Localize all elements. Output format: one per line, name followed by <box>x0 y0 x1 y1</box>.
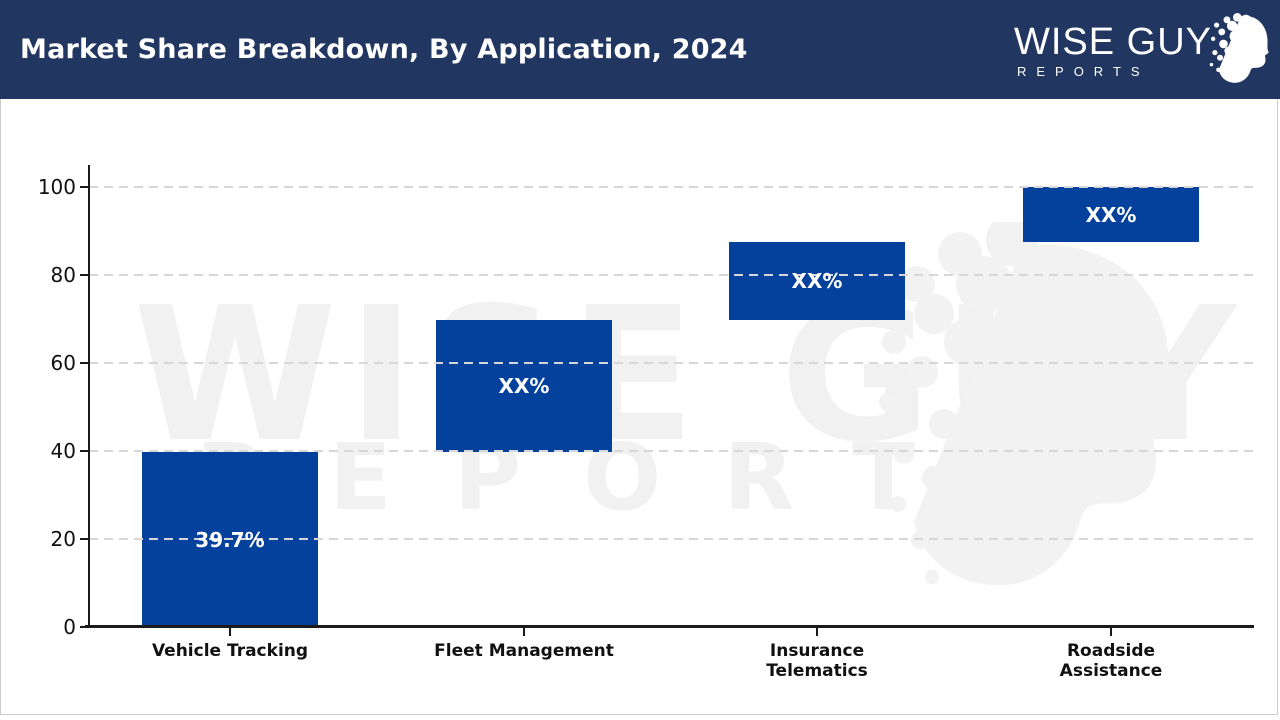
gridline <box>89 362 1253 364</box>
bar-value-label: XX% <box>791 269 843 294</box>
brand-subname: REPORTS <box>1016 63 1150 79</box>
brand-logo: WISE GUY REPORTS <box>1014 5 1270 95</box>
header-bar: Market Share Breakdown, By Application, … <box>0 0 1280 99</box>
x-category-label-line: Telematics <box>766 661 868 681</box>
x-category-label: Roadside Assistance <box>996 641 1226 681</box>
y-tick-mark <box>80 450 88 452</box>
y-tick-label: 60 <box>50 351 76 375</box>
y-tick-mark <box>80 538 88 540</box>
x-category-label: Fleet Management <box>409 641 639 661</box>
x-tick-mark <box>229 628 231 636</box>
x-category-label: Vehicle Tracking <box>115 641 345 661</box>
x-tick-mark <box>1110 628 1112 636</box>
y-tick-mark <box>80 186 88 188</box>
x-category-label-line: Vehicle Tracking <box>151 641 309 661</box>
x-tick-mark <box>523 628 525 636</box>
y-tick-label: 80 <box>50 263 76 287</box>
x-category-label-line: Assistance <box>1059 661 1163 681</box>
x-axis-line <box>85 625 1254 628</box>
y-axis-line <box>88 165 90 627</box>
y-tick-label: 40 <box>50 439 76 463</box>
y-tick-label: 100 <box>37 175 76 199</box>
bar <box>1023 187 1199 242</box>
x-tick-mark <box>816 628 818 636</box>
y-tick-label: 0 <box>63 615 76 639</box>
x-category-label: Insurance Telematics <box>702 641 932 681</box>
chart-title: Market Share Breakdown, By Application, … <box>20 34 748 65</box>
x-category-label-line: Fleet Management <box>434 641 614 661</box>
y-tick-mark <box>80 362 88 364</box>
bar <box>436 320 612 453</box>
gridline <box>89 274 1253 276</box>
x-category-label-line: Insurance <box>769 641 865 661</box>
bar <box>729 242 905 321</box>
y-tick-label: 20 <box>50 527 76 551</box>
bar-value-label: XX% <box>498 374 550 399</box>
bar-value-label: XX% <box>1085 202 1137 227</box>
brand-name: WISE GUY <box>1013 20 1212 63</box>
gridline <box>89 186 1253 188</box>
brand-wordmark: WISE GUY REPORTS <box>1014 22 1212 79</box>
gridline <box>89 450 1253 452</box>
watermark-head-icon <box>879 222 1172 586</box>
y-tick-mark <box>80 274 88 276</box>
bar-value-label: 39.7% <box>195 527 265 552</box>
x-category-label-line: Roadside <box>1066 641 1156 661</box>
y-tick-mark <box>80 626 88 628</box>
dotted-head-profile-icon <box>1209 12 1269 83</box>
gridline <box>89 538 1253 540</box>
